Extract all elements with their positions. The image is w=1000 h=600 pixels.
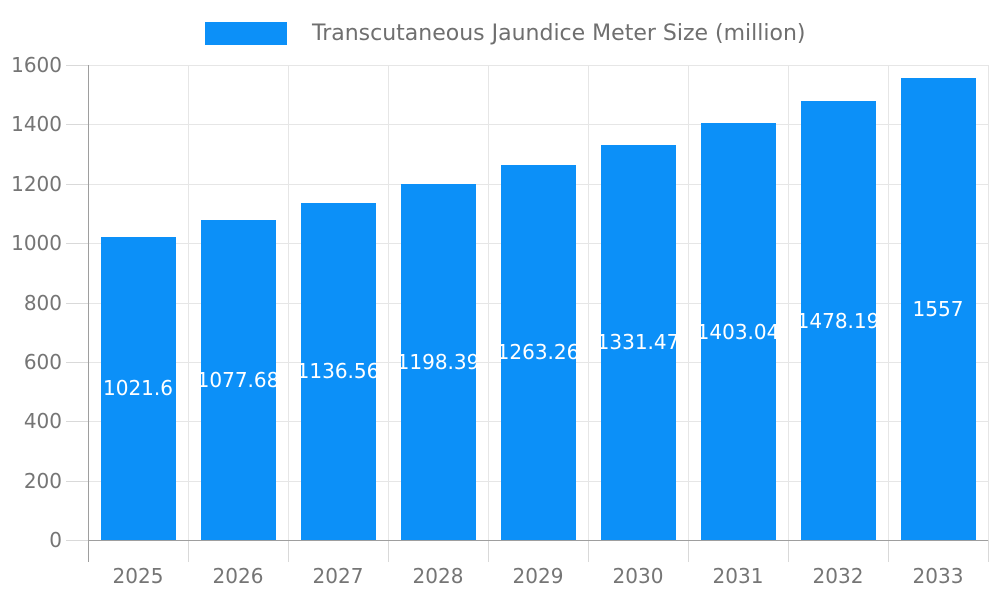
bar-value-label: 1331.47	[600, 330, 676, 355]
y-axis-tick-label: 0	[49, 528, 62, 552]
bar[interactable]: 1263.26	[500, 164, 576, 540]
gridline-vertical	[788, 65, 789, 540]
x-axis-tick	[788, 540, 789, 562]
legend-item[interactable]: Transcutaneous Jaundice Meter Size (mill…	[205, 20, 806, 46]
y-axis-tick	[66, 124, 88, 126]
y-axis-tick-label: 1200	[11, 171, 62, 196]
y-axis-tick	[66, 480, 88, 482]
x-axis-tick-label: 2028	[412, 564, 464, 588]
bar[interactable]: 1557	[900, 77, 976, 540]
x-axis-tick-label: 2031	[712, 564, 764, 588]
x-axis-tick-label: 2025	[112, 564, 164, 588]
gridline-horizontal	[88, 65, 988, 66]
gridline-vertical	[588, 65, 589, 540]
y-axis-tick	[66, 302, 88, 304]
bar[interactable]: 1478.19	[800, 101, 876, 540]
bar[interactable]: 1198.39	[400, 184, 476, 540]
gridline-vertical	[188, 65, 189, 540]
bar-value-label: 1403.04	[700, 319, 776, 344]
y-axis-line	[88, 65, 89, 562]
y-axis-tick-label: 600	[23, 349, 62, 374]
y-axis-tick	[66, 243, 88, 245]
gridline-vertical	[288, 65, 289, 540]
bar-value-label: 1263.26	[500, 340, 576, 365]
x-axis-tick	[388, 540, 389, 562]
y-axis-tick	[66, 65, 88, 66]
y-axis-tick-label: 800	[23, 290, 62, 315]
x-axis-tick-label: 2032	[812, 564, 864, 588]
gridline-vertical	[888, 65, 889, 540]
y-axis-tick-label: 1600	[11, 53, 62, 77]
x-axis-tick	[288, 540, 289, 562]
gridline-vertical	[688, 65, 689, 540]
bar[interactable]: 1331.47	[600, 144, 676, 540]
x-axis-tick	[888, 540, 889, 562]
x-axis-tick	[188, 540, 189, 562]
bar-value-label: 1557	[912, 296, 964, 321]
legend-label: Transcutaneous Jaundice Meter Size (mill…	[312, 20, 806, 46]
bar-value-label: 1021.6	[103, 376, 173, 401]
y-axis-tick-label: 200	[23, 468, 62, 493]
gridline-horizontal	[88, 124, 988, 126]
x-axis-tick-label: 2033	[912, 564, 964, 588]
y-axis-tick	[66, 540, 88, 541]
bar-value-label: 1077.68	[200, 368, 276, 393]
x-axis-tick-label: 2030	[612, 564, 664, 588]
gridline-vertical	[388, 65, 389, 540]
y-axis-tick-label: 400	[23, 409, 62, 434]
x-axis-tick	[588, 540, 589, 562]
y-axis-tick	[66, 421, 88, 423]
x-axis-tick	[688, 540, 689, 562]
bar-value-label: 1198.39	[400, 350, 476, 375]
y-axis-tick	[66, 183, 88, 185]
x-axis-tick-label: 2026	[212, 564, 264, 588]
y-axis-tick-label: 1400	[11, 112, 62, 137]
x-axis-tick	[988, 540, 989, 562]
x-axis-line	[88, 540, 988, 541]
bar[interactable]: 1136.56	[300, 202, 376, 540]
bar[interactable]: 1021.6	[100, 236, 176, 540]
bar-value-label: 1478.19	[800, 308, 876, 333]
y-axis-tick	[66, 361, 88, 363]
bar[interactable]: 1077.68	[200, 220, 276, 540]
gridline-vertical	[988, 65, 989, 540]
bar-value-label: 1136.56	[300, 359, 376, 384]
y-axis-tick-label: 1000	[11, 231, 62, 256]
x-axis-tick	[488, 540, 489, 562]
gridline-vertical	[488, 65, 489, 540]
x-axis-tick-label: 2027	[312, 564, 364, 588]
legend-swatch	[205, 21, 287, 45]
x-axis-tick-label: 2029	[512, 564, 564, 588]
bar[interactable]: 1403.04	[700, 123, 776, 540]
